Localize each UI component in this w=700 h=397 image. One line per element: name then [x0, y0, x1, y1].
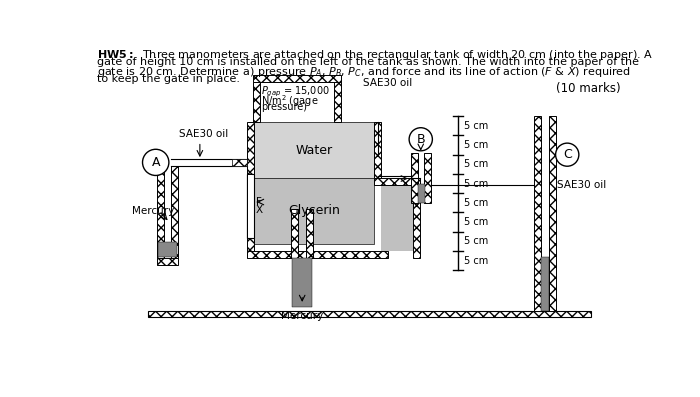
Bar	[254, 122, 374, 178]
Bar	[247, 174, 254, 238]
Circle shape	[556, 143, 579, 166]
Bar	[260, 82, 334, 122]
Text: 5 cm: 5 cm	[464, 236, 489, 246]
Text: pressure): pressure)	[261, 102, 307, 112]
Circle shape	[143, 149, 169, 175]
Text: B: B	[416, 133, 425, 146]
Bar	[172, 166, 178, 258]
Bar	[534, 116, 541, 311]
Text: A: A	[151, 156, 160, 169]
Bar	[292, 258, 312, 307]
Text: 5 cm: 5 cm	[464, 256, 489, 266]
Bar	[549, 116, 556, 311]
Text: SAE30 oil: SAE30 oil	[363, 78, 412, 88]
Bar	[158, 242, 177, 257]
Bar	[254, 178, 374, 244]
Bar	[172, 158, 247, 166]
Text: to keep the gate in place.: to keep the gate in place.	[97, 74, 240, 84]
Text: N/m$^2$ (gage: N/m$^2$ (gage	[261, 93, 319, 109]
Text: gate of height 10 cm is installed on the left of the tank as shown. The width in: gate of height 10 cm is installed on the…	[97, 57, 639, 67]
Bar	[413, 178, 420, 258]
Bar	[374, 178, 413, 185]
Text: Glycerin: Glycerin	[288, 204, 340, 218]
Bar	[253, 82, 260, 122]
Text: SAE30 oil: SAE30 oil	[557, 181, 606, 191]
Circle shape	[409, 128, 433, 151]
Text: 5 cm: 5 cm	[464, 179, 489, 189]
Text: 5 cm: 5 cm	[464, 140, 489, 150]
Bar	[334, 82, 341, 122]
Bar	[306, 208, 313, 258]
Text: 5 cm: 5 cm	[464, 217, 489, 227]
Text: Mercury: Mercury	[132, 206, 175, 216]
Bar	[247, 174, 253, 238]
Text: Mercury: Mercury	[281, 311, 323, 321]
Bar	[232, 158, 247, 166]
Bar	[158, 158, 164, 258]
Bar	[148, 311, 592, 317]
Text: SAE30 oil: SAE30 oil	[179, 129, 228, 139]
Text: (10 marks): (10 marks)	[556, 82, 621, 95]
Bar	[418, 184, 425, 203]
Text: 5 cm: 5 cm	[464, 121, 489, 131]
Bar	[254, 178, 374, 244]
Text: $\mathbf{HW5:}$  Three manometers are attached on the rectangular tank of width : $\mathbf{HW5:}$ Three manometers are att…	[97, 48, 653, 62]
Bar	[382, 185, 413, 251]
Text: C: C	[563, 148, 572, 161]
Bar	[374, 122, 382, 178]
Text: Water: Water	[295, 144, 332, 156]
Bar	[424, 153, 430, 203]
Text: $P_{gap}$ = 15,000: $P_{gap}$ = 15,000	[261, 85, 330, 99]
Text: F: F	[256, 197, 262, 207]
Text: 5 cm: 5 cm	[464, 159, 489, 169]
Bar	[248, 175, 252, 237]
Bar	[247, 251, 388, 258]
Bar	[158, 258, 178, 265]
Bar	[291, 208, 298, 258]
Bar	[541, 257, 549, 311]
Bar	[247, 122, 254, 251]
Text: X: X	[256, 205, 262, 215]
Text: gate is 20 cm. Determine a) pressure $P_A$, $P_B$, $P_C$, and force and its line: gate is 20 cm. Determine a) pressure $P_…	[97, 66, 631, 79]
Bar	[253, 75, 341, 82]
Text: 5 cm: 5 cm	[464, 198, 489, 208]
Bar	[411, 153, 418, 203]
